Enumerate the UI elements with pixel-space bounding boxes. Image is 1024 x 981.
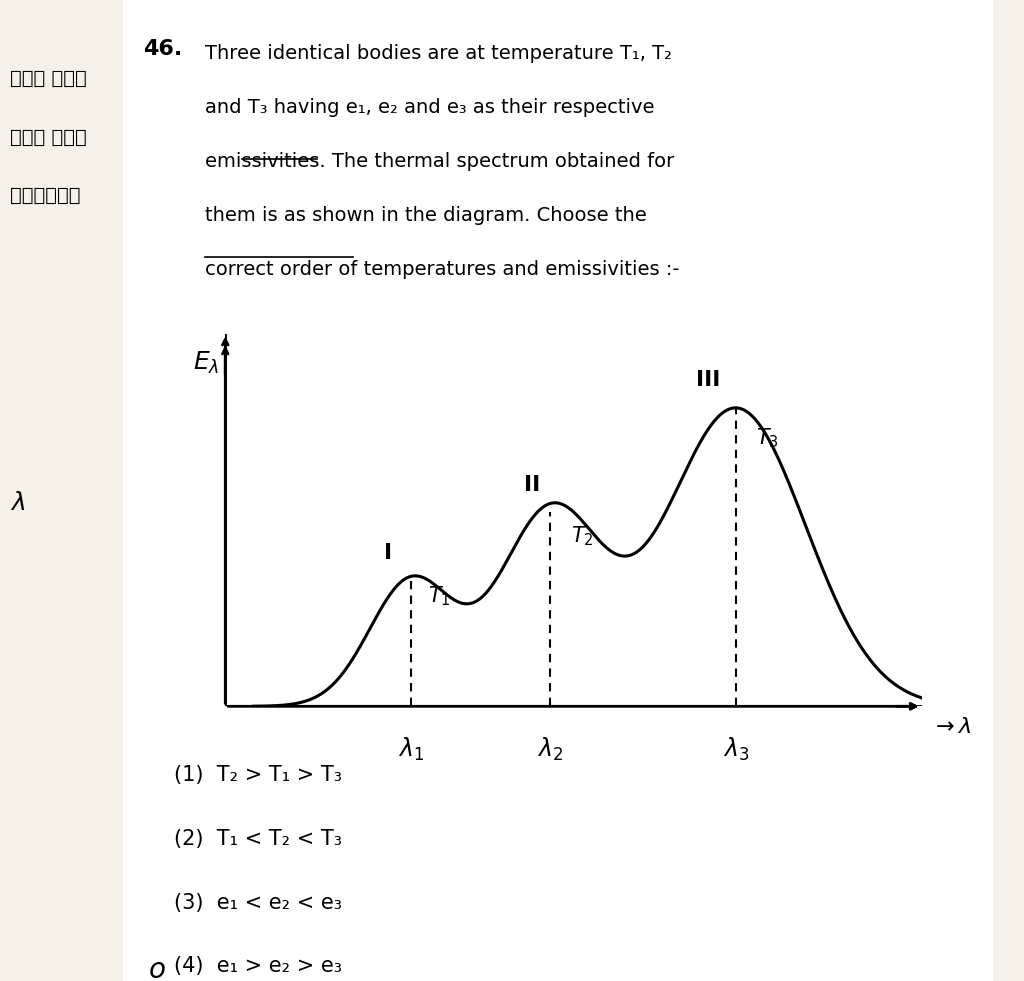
Text: (1)  T₂ > T₁ > T₃: (1) T₂ > T₁ > T₃ (174, 765, 342, 785)
Text: तापमान: तापमान (10, 186, 81, 205)
Text: o: o (148, 956, 166, 981)
Text: हैं तथा: हैं तथा (10, 69, 87, 87)
Text: correct order of temperatures and emissivities :-: correct order of temperatures and emissi… (205, 260, 679, 279)
Text: and T₃ having e₁, e₂ and e₃ as their respective: and T₃ having e₁, e₂ and e₃ as their res… (205, 98, 654, 117)
Text: नके लिए: नके लिए (10, 128, 87, 146)
Text: $\lambda_3$: $\lambda_3$ (723, 736, 749, 763)
Text: $T_1$: $T_1$ (428, 584, 451, 608)
Text: $\rightarrow\lambda$: $\rightarrow\lambda$ (931, 717, 971, 737)
Text: $\lambda_2$: $\lambda_2$ (538, 736, 563, 763)
Text: (3)  e₁ < e₂ < e₃: (3) e₁ < e₂ < e₃ (174, 893, 342, 912)
Text: III: III (696, 370, 720, 390)
Text: $\lambda$: $\lambda$ (10, 490, 26, 514)
Text: II: II (523, 475, 540, 494)
Text: them is as shown in the diagram. Choose the: them is as shown in the diagram. Choose … (205, 206, 646, 225)
Text: $T_2$: $T_2$ (570, 525, 593, 548)
Text: (4)  e₁ > e₂ > e₃: (4) e₁ > e₂ > e₃ (174, 956, 342, 976)
Text: $\lambda_1$: $\lambda_1$ (398, 736, 424, 763)
Text: I: I (384, 543, 392, 563)
Text: 46.: 46. (143, 39, 182, 59)
Text: (2)  T₁ < T₂ < T₃: (2) T₁ < T₂ < T₃ (174, 829, 342, 849)
Text: $E_{\lambda}$: $E_{\lambda}$ (193, 350, 219, 377)
Text: Three identical bodies are at temperature T₁, T₂: Three identical bodies are at temperatur… (205, 44, 672, 63)
Text: emissivities. The thermal spectrum obtained for: emissivities. The thermal spectrum obtai… (205, 152, 674, 171)
Text: $T_3$: $T_3$ (757, 426, 779, 449)
